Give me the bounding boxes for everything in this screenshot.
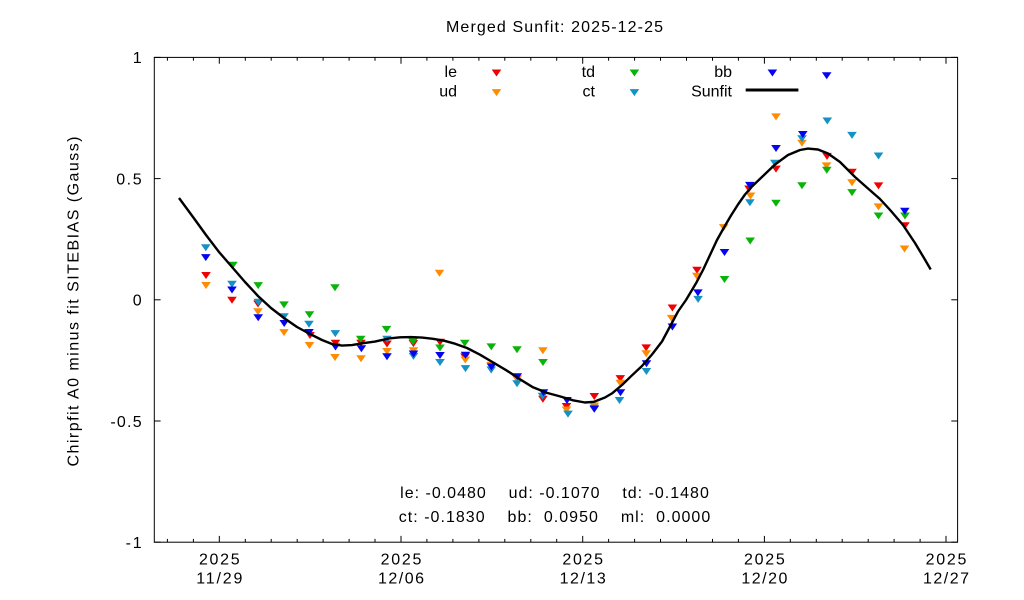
svg-text:12/13: 12/13	[560, 571, 606, 588]
svg-text:le: -0.0480 ud: -0.1070: le: -0.0480 ud: -0.1070 td: -0.1480	[400, 485, 709, 502]
svg-text:2025: 2025	[562, 552, 603, 569]
svg-text:td: td	[582, 64, 595, 81]
svg-text:ud: ud	[439, 84, 457, 101]
svg-text:Sunfit: Sunfit	[691, 84, 732, 101]
svg-text:-0.5: -0.5	[110, 414, 141, 431]
svg-text:2025: 2025	[199, 552, 240, 569]
svg-text:0: 0	[133, 293, 142, 310]
svg-text:2025: 2025	[381, 552, 422, 569]
svg-text:le: le	[445, 64, 458, 81]
svg-text:Merged Sunfit: 2025-12-25: Merged Sunfit: 2025-12-25	[446, 19, 663, 36]
svg-text:11/29: 11/29	[196, 571, 242, 588]
svg-text:12/06: 12/06	[378, 571, 424, 588]
svg-text:12/27: 12/27	[923, 571, 969, 588]
svg-text:2025: 2025	[744, 552, 785, 569]
svg-text:bb: bb	[714, 64, 732, 81]
svg-text:2025: 2025	[926, 552, 967, 569]
svg-text:ct: ct	[583, 84, 596, 101]
svg-text:ct: -0.1830 bb: 0.0950: ct: -0.1830 bb: 0.0950 ml: 0.0000	[399, 509, 711, 526]
svg-text:-1: -1	[126, 535, 142, 552]
svg-text:12/20: 12/20	[741, 571, 787, 588]
svg-text:Chirpfit A0 minus fit SITEBIAS: Chirpfit A0 minus fit SITEBIAS (Gauss)	[66, 137, 83, 467]
svg-text:1: 1	[133, 50, 142, 67]
svg-text:0.5: 0.5	[116, 171, 141, 188]
